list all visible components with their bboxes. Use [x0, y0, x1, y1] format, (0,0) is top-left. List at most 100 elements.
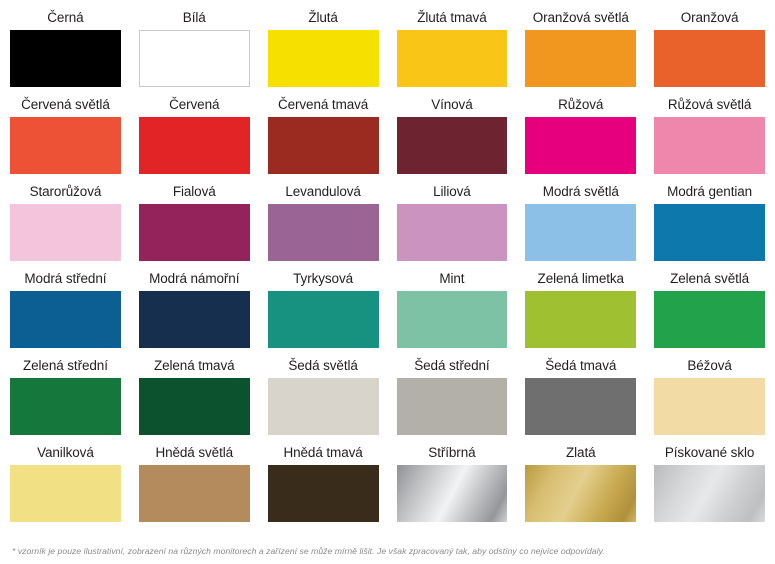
swatch-label: Levandulová: [285, 183, 361, 199]
swatch-chip[interactable]: [525, 117, 637, 174]
swatch-chip[interactable]: [525, 465, 637, 522]
swatch-cell[interactable]: Modrá gentian: [654, 178, 765, 265]
swatch-chip[interactable]: [10, 204, 121, 261]
swatch-chip[interactable]: [396, 465, 508, 522]
swatch-cell[interactable]: Hnědá světlá: [138, 439, 250, 526]
swatch-chip[interactable]: [396, 291, 508, 348]
swatch-label: Liliová: [433, 183, 471, 199]
swatch-label: Zelená limetka: [537, 270, 624, 286]
swatch-chip[interactable]: [138, 465, 250, 522]
swatch-cell[interactable]: Šedá světlá: [267, 352, 379, 439]
swatch-chip[interactable]: [267, 117, 379, 174]
swatch-chip[interactable]: [138, 204, 250, 261]
swatch-cell[interactable]: Modrá střední: [10, 265, 121, 352]
swatch-cell[interactable]: Červená světlá: [10, 91, 121, 178]
swatch-chip[interactable]: [525, 378, 637, 435]
swatch-cell[interactable]: Šedá střední: [396, 352, 508, 439]
swatch-chip[interactable]: [396, 378, 508, 435]
swatch-label: Růžová: [558, 96, 604, 112]
swatch-label: Zlatá: [565, 444, 596, 460]
swatch-label: Šedá tmavá: [545, 357, 617, 373]
swatch-chip[interactable]: [267, 291, 379, 348]
swatch-cell[interactable]: Zelená limetka: [525, 265, 637, 352]
swatch-label: Tyrkysová: [293, 270, 354, 286]
swatch-cell[interactable]: Červená: [138, 91, 250, 178]
swatch-label: Oranžová světlá: [532, 9, 629, 25]
swatch-cell[interactable]: Zelená světlá: [654, 265, 765, 352]
swatch-cell[interactable]: Žlutá: [267, 4, 379, 91]
swatch-cell[interactable]: Červená tmavá: [267, 91, 379, 178]
swatch-cell[interactable]: Vínová: [396, 91, 508, 178]
swatch-cell[interactable]: Fialová: [138, 178, 250, 265]
swatch-chip[interactable]: [396, 117, 508, 174]
swatch-chip[interactable]: [396, 30, 508, 87]
swatch-label: Černá: [47, 9, 84, 25]
swatch-cell[interactable]: Růžová: [525, 91, 637, 178]
swatch-cell[interactable]: Oranžová: [654, 4, 765, 91]
swatch-label: Hnědá světlá: [155, 444, 234, 460]
swatch-cell[interactable]: Stříbrná: [396, 439, 508, 526]
swatch-chip[interactable]: [654, 117, 765, 174]
swatch-chip[interactable]: [267, 204, 379, 261]
swatch-chip[interactable]: [654, 378, 765, 435]
swatch-chip[interactable]: [138, 117, 250, 174]
swatch-chip[interactable]: [138, 378, 250, 435]
swatch-chip[interactable]: [267, 378, 379, 435]
swatch-label: Vínová: [431, 96, 473, 112]
swatch-cell[interactable]: Tyrkysová: [267, 265, 379, 352]
swatch-label: Růžová světlá: [667, 96, 752, 112]
swatch-cell[interactable]: Hnědá tmavá: [267, 439, 379, 526]
swatch-cell[interactable]: Pískované sklo: [654, 439, 765, 526]
swatch-chip[interactable]: [10, 465, 121, 522]
swatch-cell[interactable]: Starorůžová: [10, 178, 121, 265]
swatch-cell[interactable]: Žlutá tmavá: [396, 4, 508, 91]
swatch-label: Modrá námořní: [149, 270, 240, 286]
swatch-cell[interactable]: Růžová světlá: [654, 91, 765, 178]
swatch-label: Fialová: [172, 183, 216, 199]
swatch-cell[interactable]: Vanilková: [10, 439, 121, 526]
swatch-chip[interactable]: [396, 204, 508, 261]
swatch-chip[interactable]: [654, 204, 765, 261]
swatch-cell[interactable]: Zlatá: [525, 439, 637, 526]
swatch-label: Žlutá tmavá: [417, 9, 487, 25]
swatch-cell[interactable]: Zelená tmavá: [138, 352, 250, 439]
footnote-disclaimer: * vzorník je pouze ilustrativní, zobraze…: [12, 546, 605, 556]
swatch-label: Hnědá tmavá: [283, 444, 363, 460]
swatch-cell[interactable]: Bílá: [138, 4, 250, 91]
swatch-chip[interactable]: [138, 291, 250, 348]
swatch-cell[interactable]: Béžová: [654, 352, 765, 439]
swatch-cell[interactable]: Modrá světlá: [525, 178, 637, 265]
swatch-chip[interactable]: [10, 378, 121, 435]
swatch-chip[interactable]: [525, 291, 637, 348]
swatch-label: Modrá světlá: [542, 183, 619, 199]
swatch-label: Zelená světlá: [670, 270, 750, 286]
swatch-cell[interactable]: Zelená střední: [10, 352, 121, 439]
swatch-label: Oranžová: [680, 9, 739, 25]
swatch-label: Modrá gentian: [667, 183, 753, 199]
swatch-chip[interactable]: [654, 465, 765, 522]
swatch-label: Béžová: [687, 357, 732, 373]
swatch-chip[interactable]: [267, 465, 379, 522]
swatch-label: Mint: [439, 270, 465, 286]
swatch-chip[interactable]: [267, 30, 379, 87]
swatch-cell[interactable]: Modrá námořní: [138, 265, 250, 352]
swatch-cell[interactable]: Liliová: [396, 178, 508, 265]
swatch-grid: Černá Bílá Žlutá Žlutá tmavá Oranžová světlá…: [10, 4, 765, 526]
swatch-chip[interactable]: [525, 30, 637, 87]
swatch-cell[interactable]: Levandulová: [267, 178, 379, 265]
swatch-cell[interactable]: Černá: [10, 4, 121, 91]
swatch-chip[interactable]: [10, 30, 121, 87]
swatch-cell[interactable]: Mint: [396, 265, 508, 352]
swatch-label: Šedá světlá: [288, 357, 358, 373]
swatch-chip[interactable]: [525, 204, 637, 261]
swatch-chip[interactable]: [10, 117, 121, 174]
swatch-chip[interactable]: [654, 291, 765, 348]
swatch-label: Stříbrná: [428, 444, 476, 460]
swatch-chip[interactable]: [10, 291, 121, 348]
swatch-cell[interactable]: Oranžová světlá: [525, 4, 637, 91]
swatch-chip[interactable]: [654, 30, 765, 87]
swatch-cell[interactable]: Šedá tmavá: [525, 352, 637, 439]
swatch-label: Vanilková: [37, 444, 94, 460]
swatch-label: Zelená tmavá: [153, 357, 235, 373]
swatch-chip[interactable]: [138, 30, 250, 87]
